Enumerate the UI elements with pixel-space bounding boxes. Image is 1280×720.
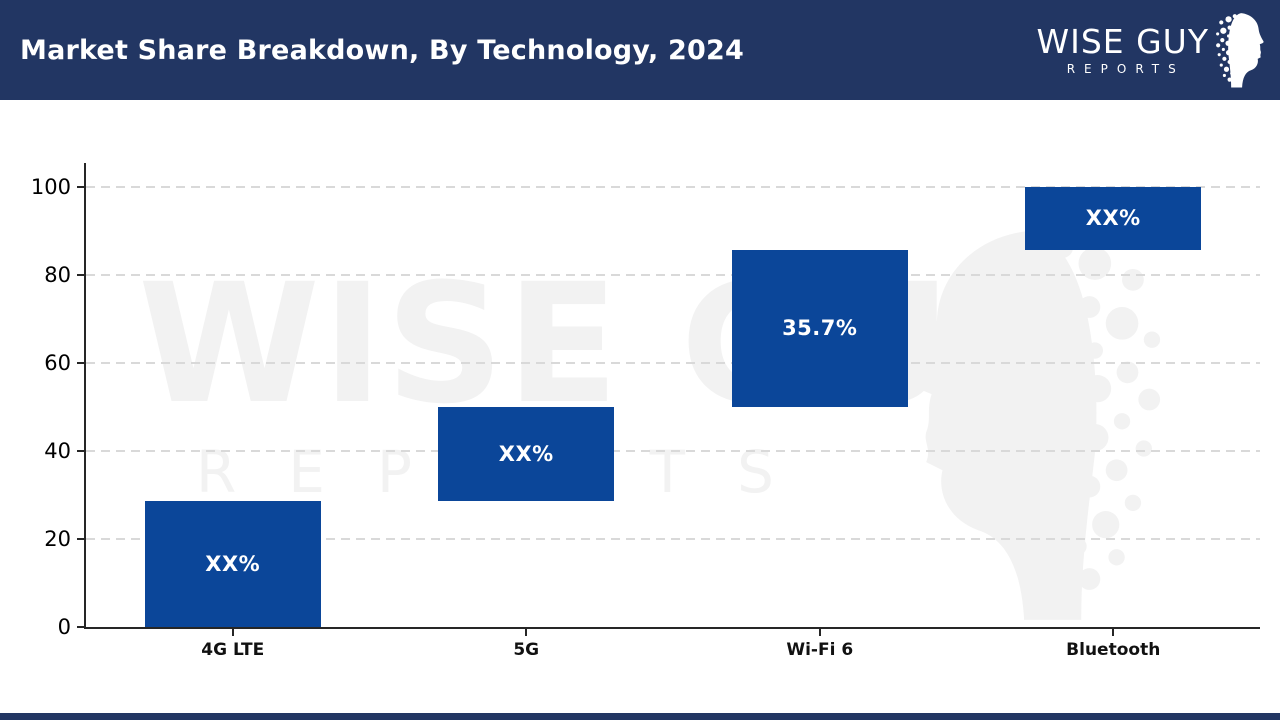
gridline: [86, 538, 1260, 540]
footer-bar: [0, 713, 1280, 720]
y-tick-mark: [77, 626, 84, 628]
x-tick-label-bluetooth: Bluetooth: [1066, 640, 1161, 660]
gridline: [86, 450, 1260, 452]
x-tick-mark: [525, 629, 528, 636]
y-tick-label: 60: [44, 351, 71, 375]
y-tick-mark: [77, 186, 84, 188]
y-tick-label: 80: [44, 263, 71, 287]
gridline: [86, 274, 1260, 276]
bar-5g: XX%: [438, 407, 615, 502]
y-tick-label: 100: [30, 175, 71, 199]
bar-wi-fi-6: 35.7%: [731, 249, 908, 407]
y-tick-mark: [77, 450, 84, 452]
gridline: [86, 186, 1260, 188]
bar-value-label-5g: XX%: [498, 442, 554, 467]
x-tick-mark: [1112, 629, 1115, 636]
y-tick-mark: [77, 274, 84, 276]
x-tick-label-5g: 5G: [513, 640, 540, 660]
logo-face-icon: [1214, 11, 1266, 89]
bar-value-label-bluetooth: XX%: [1085, 206, 1141, 231]
y-axis-line: [84, 163, 86, 629]
y-tick-label: 20: [44, 527, 71, 551]
header-bar: Market Share Breakdown, By Technology, 2…: [0, 0, 1280, 100]
logo-subtitle: REPORTS: [1066, 61, 1185, 76]
y-tick-mark: [77, 538, 84, 540]
logo-wordmark: WISE GUY: [1036, 21, 1209, 61]
bar-value-label-wi-fi-6: 35.7%: [782, 316, 858, 341]
x-tick-mark: [818, 629, 821, 636]
page-title: Market Share Breakdown, By Technology, 2…: [20, 34, 745, 66]
y-tick-label: 40: [44, 439, 71, 463]
bar-bluetooth: XX%: [1025, 187, 1202, 250]
x-tick-mark: [231, 629, 234, 636]
bar-value-label-4g-lte: XX%: [205, 552, 261, 577]
x-tick-label-wi-fi-6: Wi-Fi 6: [786, 640, 854, 660]
x-axis-line: [84, 627, 1260, 629]
y-tick-mark: [77, 362, 84, 364]
wiseguy-logo: WISE GUY REPORTS: [1036, 11, 1266, 89]
logo-wordmark-group: WISE GUY REPORTS: [1036, 25, 1209, 76]
bar-4g-lte: XX%: [144, 501, 321, 627]
x-tick-label-4g-lte: 4G LTE: [201, 640, 265, 660]
gridline: [86, 362, 1260, 364]
y-tick-label: 0: [57, 615, 71, 639]
watermark-wordmark: WISE GUY: [138, 248, 1076, 440]
